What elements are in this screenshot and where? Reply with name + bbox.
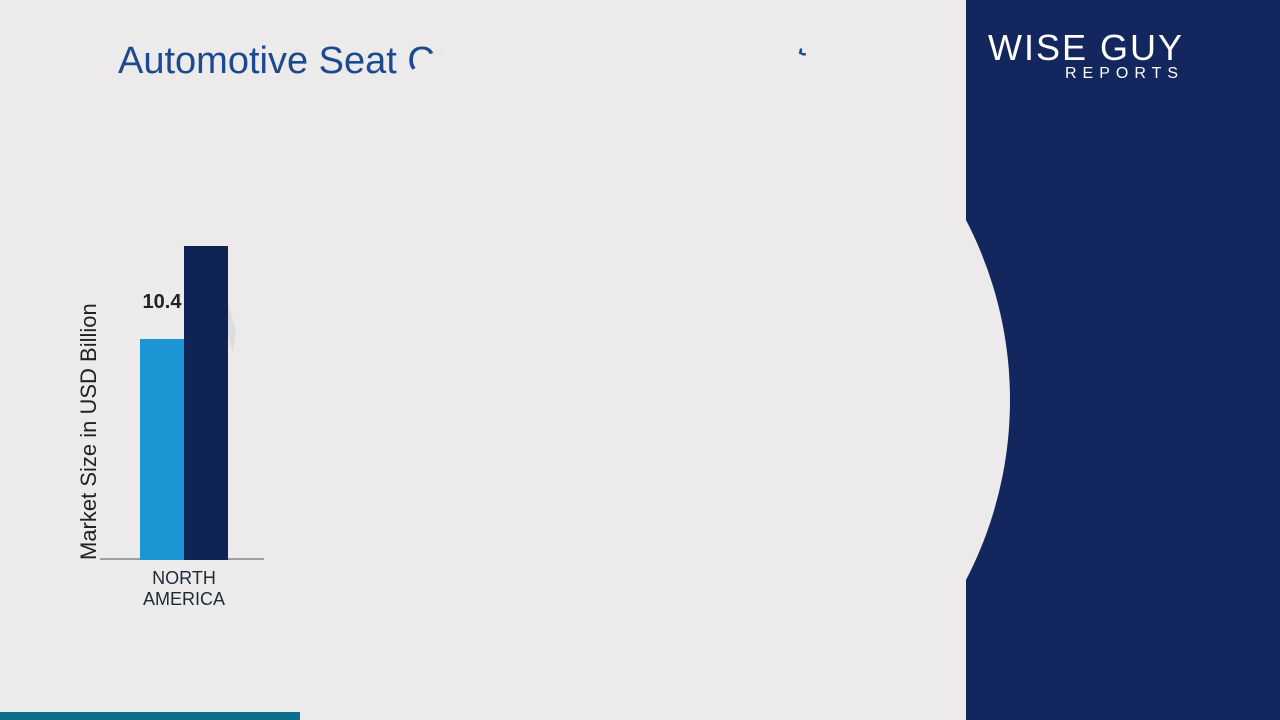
brand-logo: WISE GUY REPORTS — [988, 30, 1184, 82]
brand-logo-main: WISE GUY — [988, 30, 1184, 66]
bottom-accent-bar — [0, 712, 300, 720]
y-axis-label: Market Size in USD Billion — [76, 303, 102, 560]
bar — [184, 246, 228, 561]
category-label: NORTHAMERICA — [114, 568, 254, 609]
brand-logo-sub: REPORTS — [988, 66, 1184, 82]
side-panel — [966, 0, 1280, 720]
figure-root: WISE GUY REPORTS Automotive Seat Comfort… — [0, 0, 1280, 720]
bar-value-label: 10.4 — [143, 291, 182, 314]
bar — [140, 339, 184, 560]
